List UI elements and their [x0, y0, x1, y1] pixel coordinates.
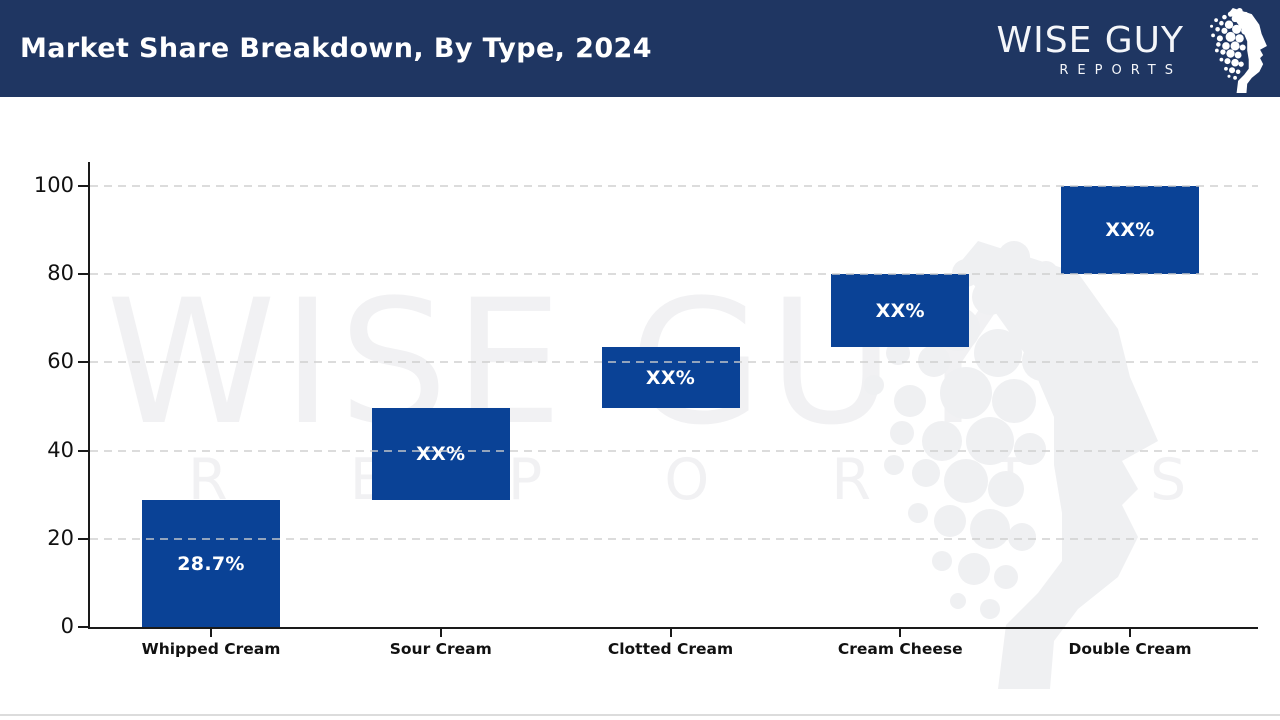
y-axis-tick-label: 80 [47, 261, 74, 286]
bar-segment: XX% [601, 347, 740, 409]
x-axis-category-label: Cream Cheese [837, 640, 963, 658]
gridline [90, 537, 1258, 540]
y-axis-tick [78, 185, 88, 187]
y-axis-tick-label: 20 [47, 525, 74, 550]
bar-value-label: XX% [645, 366, 696, 389]
logo-wordmark: WISE GUY [996, 19, 1184, 61]
x-axis-tick [669, 629, 672, 637]
bar-segment: XX% [831, 274, 970, 348]
y-axis-tick [78, 537, 88, 540]
y-axis-line [88, 162, 90, 629]
logo-subtext: REPORTS [1059, 62, 1182, 78]
chart-area: WISE GUY R E P O R T S 0 20 40 60 80 100 28.7%… [0, 97, 1280, 720]
y-axis-tick [78, 273, 88, 276]
bar-value-label: XX% [875, 299, 925, 322]
y-axis-tick [78, 626, 88, 628]
x-axis-tick [1129, 629, 1131, 637]
gridline [90, 273, 1258, 276]
brand-logo: WISE GUY REPORTS [997, 4, 1269, 94]
y-axis-tick [78, 449, 88, 452]
x-axis-tick [210, 629, 212, 637]
x-axis-line [88, 627, 1258, 629]
y-axis-tick-label: 100 [33, 173, 74, 197]
y-axis-tick [78, 361, 88, 364]
page-title: Market Share Breakdown, By Type, 2024 [20, 33, 652, 64]
gridline [90, 449, 1258, 452]
bar-value-label: XX% [1105, 219, 1155, 242]
header-bar: Market Share Breakdown, By Type, 2024 WI… [0, 0, 1280, 97]
bar-segment: 28.7% [142, 500, 280, 627]
y-axis-tick-label: 60 [47, 349, 74, 374]
bar-segment: XX% [371, 408, 510, 501]
footer-divider [0, 714, 1280, 716]
bar-segment: XX% [1061, 186, 1199, 275]
y-axis-tick-label: 0 [60, 614, 74, 638]
x-axis-category-label: Clotted Cream [607, 640, 734, 658]
bar-value-label: 28.7% [177, 552, 245, 575]
logo-text: WISE GUY REPORTS [996, 19, 1185, 78]
x-axis-category-label: Double Cream [1068, 640, 1192, 658]
gridline [90, 185, 1258, 187]
x-axis-tick [899, 629, 902, 637]
bar-value-label: XX% [416, 443, 466, 466]
gridline [90, 361, 1258, 364]
y-axis-tick-label: 40 [47, 437, 74, 462]
head-profile-logo-icon [1210, 8, 1267, 93]
x-axis-tick [439, 629, 442, 637]
x-axis-category-label: Sour Cream [389, 640, 492, 658]
x-axis-category-label: Whipped Cream [141, 640, 281, 658]
